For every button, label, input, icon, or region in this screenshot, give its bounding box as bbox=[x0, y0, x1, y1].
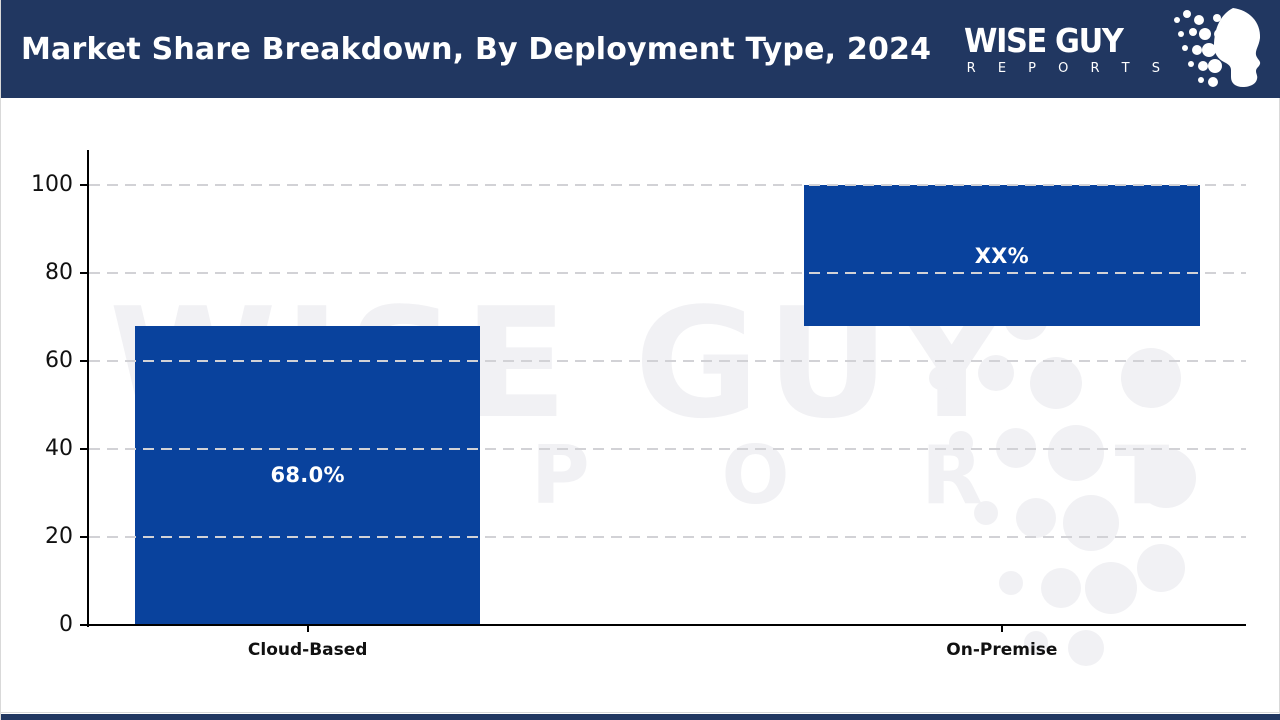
wiseguy-logo-sub: R E P O R T S bbox=[966, 60, 1169, 76]
bar-value-label: XX% bbox=[974, 243, 1030, 268]
y-tick-label: 60 bbox=[45, 348, 73, 374]
y-tick-mark bbox=[80, 184, 88, 187]
y-tick-mark bbox=[80, 536, 88, 539]
gridline-40 bbox=[89, 448, 1246, 451]
y-tick-label: 20 bbox=[45, 524, 73, 550]
y-tick-label: 100 bbox=[31, 172, 73, 198]
wiseguy-face-icon bbox=[1174, 8, 1261, 87]
bar-cloud-based: 68.0% bbox=[135, 325, 481, 625]
bar-value-label: 68.0% bbox=[270, 463, 345, 488]
y-tick-label: 0 bbox=[59, 612, 73, 637]
gridline-20 bbox=[89, 536, 1246, 539]
header-bar: Market Share Breakdown, By Deployment Ty… bbox=[1, 0, 1280, 98]
y-tick-mark bbox=[80, 272, 88, 275]
y-tick-label: 40 bbox=[45, 436, 73, 462]
x-tick-label: Cloud-Based bbox=[247, 640, 368, 660]
wiseguy-logo: WISE GUY R E P O R T S bbox=[964, 6, 1263, 92]
gridline-60 bbox=[89, 360, 1246, 363]
chart-title: Market Share Breakdown, By Deployment Ty… bbox=[21, 31, 932, 67]
chart-area: WISE GUY R E P O R T S bbox=[1, 98, 1280, 714]
footer-accent-bar bbox=[1, 714, 1280, 720]
bottom-divider bbox=[1, 712, 1280, 713]
wiseguy-logo-name: WISE GUY bbox=[963, 20, 1124, 60]
bar-on-premise: XX% bbox=[804, 185, 1200, 326]
y-tick-mark bbox=[80, 624, 88, 626]
x-axis-line bbox=[87, 624, 1246, 626]
y-tick-mark bbox=[80, 448, 88, 451]
x-tick-mark bbox=[1000, 625, 1003, 632]
x-tick-mark bbox=[306, 625, 309, 632]
x-tick-label: On-Premise bbox=[946, 640, 1058, 660]
y-tick-mark bbox=[80, 360, 88, 363]
wiseguy-logo-text: WISE GUY R E P O R T S bbox=[964, 24, 1169, 75]
gridline-100 bbox=[89, 184, 1246, 187]
y-axis-line bbox=[87, 150, 89, 627]
gridline-80 bbox=[89, 272, 1246, 275]
y-tick-label: 80 bbox=[45, 260, 73, 286]
